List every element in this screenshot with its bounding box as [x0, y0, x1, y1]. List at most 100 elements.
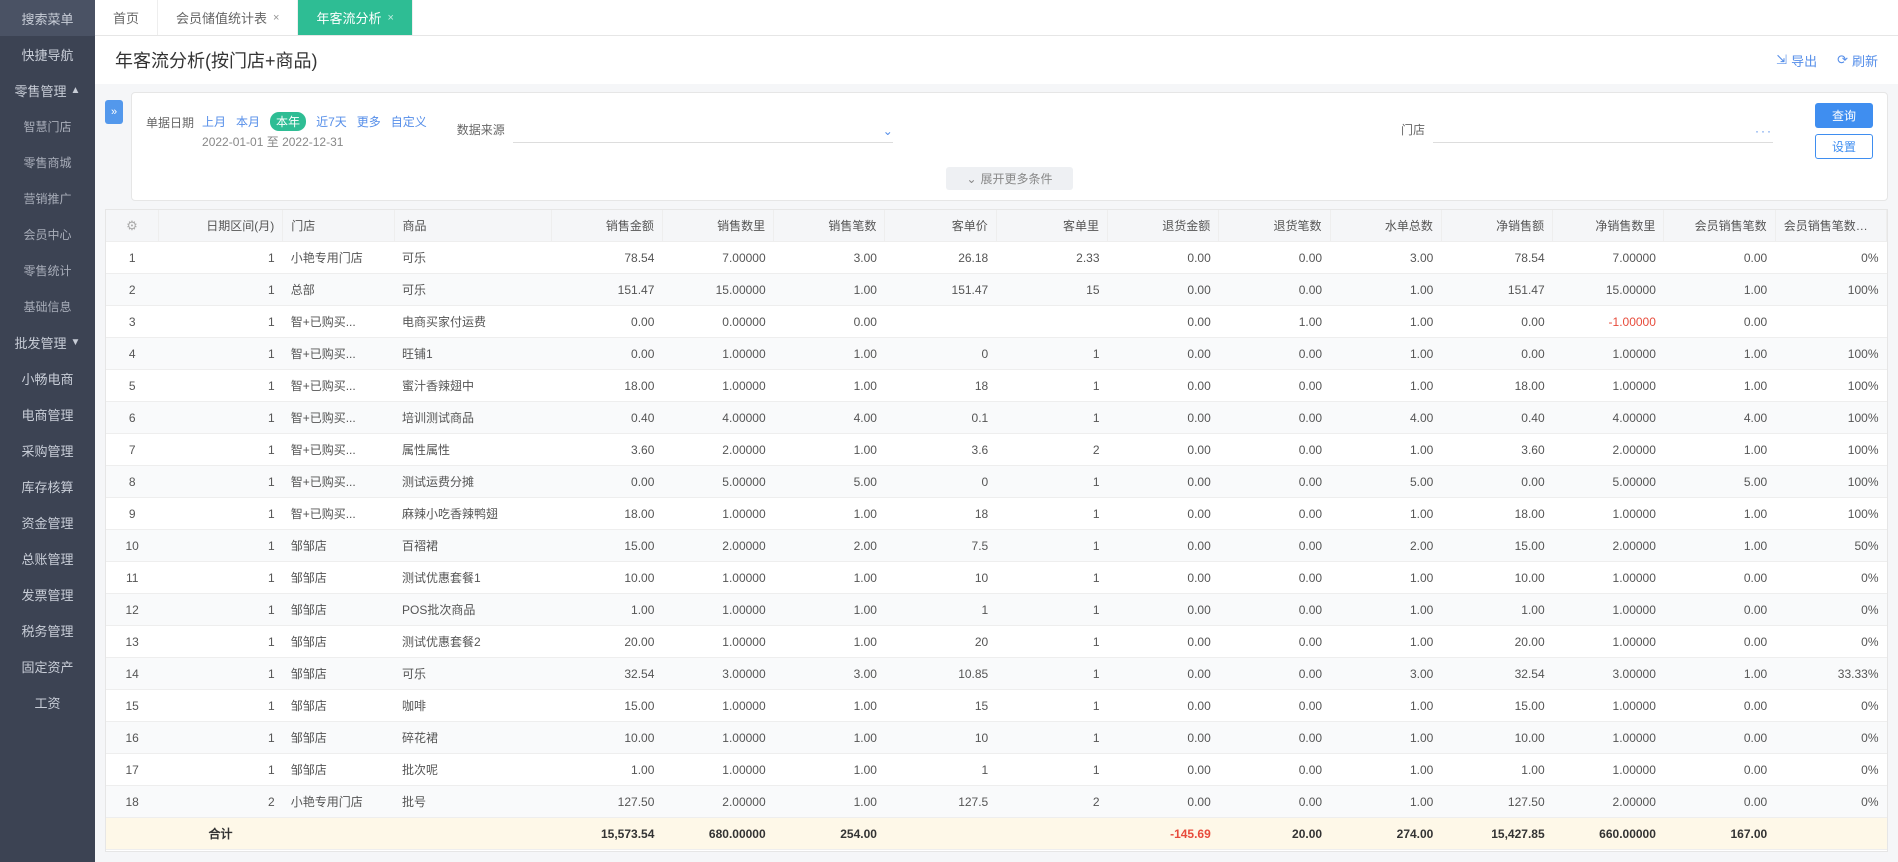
collapse-filter-button[interactable]: »: [105, 100, 123, 124]
sidebar-item-4[interactable]: 零售商城: [0, 144, 95, 180]
date-shortcut[interactable]: 自定义: [391, 113, 427, 130]
column-header[interactable]: 客单里: [996, 210, 1107, 242]
table-cell: 0.00: [1219, 402, 1330, 434]
export-icon: ⇲: [1776, 52, 1787, 68]
column-header[interactable]: 会员销售笔数占比: [1775, 210, 1886, 242]
date-shortcut[interactable]: 更多: [357, 113, 381, 130]
table-cell: 78.54: [551, 242, 662, 274]
table-row[interactable]: 141邹邹店可乐32.543.000003.0010.8510.000.003.…: [106, 658, 1887, 690]
sidebar-item-18[interactable]: 固定资产: [0, 648, 95, 684]
table-row[interactable]: 21总部可乐151.4715.000001.00151.47150.000.00…: [106, 274, 1887, 306]
sidebar-item-9[interactable]: 批发管理▼: [0, 324, 95, 360]
date-shortcut[interactable]: 上月: [202, 113, 226, 130]
column-header[interactable]: 水单总数: [1330, 210, 1441, 242]
sidebar-item-16[interactable]: 发票管理: [0, 576, 95, 612]
column-header[interactable]: 日期区间(月): [158, 210, 282, 242]
expand-more-button[interactable]: ⌄ 展开更多条件: [946, 167, 1072, 190]
sidebar-item-1[interactable]: 快捷导航: [0, 36, 95, 72]
table-row[interactable]: 91智+已购买...麻辣小吃香辣鸭翅18.001.000001.001810.0…: [106, 498, 1887, 530]
tab-2[interactable]: 年客流分析×: [298, 0, 412, 35]
sidebar-item-19[interactable]: 工资: [0, 684, 95, 720]
table-cell: 0.00: [1664, 754, 1775, 786]
column-header[interactable]: 销售数里: [662, 210, 773, 242]
date-shortcut[interactable]: 本年: [270, 112, 306, 131]
column-header[interactable]: 退货金额: [1108, 210, 1219, 242]
table-cell: 智+已购买...: [283, 338, 394, 370]
table-cell: 1: [885, 594, 996, 626]
table-row[interactable]: 151邹邹店咖啡15.001.000001.001510.000.001.001…: [106, 690, 1887, 722]
table-row[interactable]: 101邹邹店百褶裙15.002.000002.007.510.000.002.0…: [106, 530, 1887, 562]
export-button[interactable]: ⇲ 导出: [1776, 51, 1817, 70]
column-header[interactable]: 销售笔数: [774, 210, 885, 242]
table-row[interactable]: 182小艳专用门店批号127.502.000001.00127.520.000.…: [106, 786, 1887, 818]
table-cell: 1.00000: [662, 594, 773, 626]
refresh-button[interactable]: ⟳ 刷新: [1837, 51, 1878, 70]
sidebar-item-17[interactable]: 税务管理: [0, 612, 95, 648]
source-filter-label: 数据来源: [457, 119, 505, 138]
tab-1[interactable]: 会员储值统计表×: [158, 0, 298, 35]
sidebar-item-13[interactable]: 库存核算: [0, 468, 95, 504]
sidebar-item-5[interactable]: 营销推广: [0, 180, 95, 216]
sidebar-item-11[interactable]: 电商管理: [0, 396, 95, 432]
column-header[interactable]: 销售金额: [551, 210, 662, 242]
date-shortcut[interactable]: 近7天: [316, 113, 347, 130]
table-cell: 1.00: [774, 338, 885, 370]
sidebar-item-12[interactable]: 采购管理: [0, 432, 95, 468]
table-row[interactable]: 171邹邹店批次呢1.001.000001.00110.000.001.001.…: [106, 754, 1887, 786]
table-row[interactable]: 71智+已购买...属性属性3.602.000001.003.620.000.0…: [106, 434, 1887, 466]
table-row[interactable]: 111邹邹店测试优惠套餐110.001.000001.001010.000.00…: [106, 562, 1887, 594]
table-cell: 1: [158, 370, 282, 402]
table-cell: 咖啡: [394, 690, 551, 722]
sidebar-item-label: 资金管理: [21, 513, 73, 532]
source-select[interactable]: ⌄: [513, 119, 893, 143]
close-icon[interactable]: ×: [273, 12, 279, 24]
tab-0[interactable]: 首页: [95, 0, 158, 35]
sidebar-item-10[interactable]: 小畅电商: [0, 360, 95, 396]
table-cell: 1: [106, 242, 158, 274]
sidebar-item-6[interactable]: 会员中心: [0, 216, 95, 252]
sidebar-item-15[interactable]: 总账管理: [0, 540, 95, 576]
column-header[interactable]: 净销售额: [1441, 210, 1552, 242]
column-header[interactable]: ⚙: [106, 210, 158, 242]
table-cell: 7.00000: [662, 242, 773, 274]
table-row[interactable]: 161邹邹店碎花裙10.001.000001.001010.000.001.00…: [106, 722, 1887, 754]
sidebar-item-14[interactable]: 资金管理: [0, 504, 95, 540]
store-select[interactable]: ···: [1433, 119, 1773, 143]
gear-icon[interactable]: ⚙: [126, 218, 138, 233]
table-row[interactable]: 51智+已购买...蜜汁香辣翅中18.001.000001.001810.000…: [106, 370, 1887, 402]
sidebar-item-3[interactable]: 智慧门店: [0, 108, 95, 144]
table-row[interactable]: 11小艳专用门店可乐78.547.000003.0026.182.330.000…: [106, 242, 1887, 274]
column-header[interactable]: 会员销售笔数: [1664, 210, 1775, 242]
table-row[interactable]: 61智+已购买...培训测试商品0.404.000004.000.110.000…: [106, 402, 1887, 434]
table-cell: 3.60: [1441, 434, 1552, 466]
column-header[interactable]: 退货笔数: [1219, 210, 1330, 242]
column-header[interactable]: 净销售数里: [1553, 210, 1664, 242]
column-header[interactable]: 客单价: [885, 210, 996, 242]
column-header[interactable]: 门店: [283, 210, 394, 242]
table-row[interactable]: 81智+已购买...测试运费分摊0.005.000005.00010.000.0…: [106, 466, 1887, 498]
table-row[interactable]: 121邹邹店POS批次商品1.001.000001.00110.000.001.…: [106, 594, 1887, 626]
close-icon[interactable]: ×: [387, 12, 393, 24]
table-row[interactable]: 131邹邹店测试优惠套餐220.001.000001.002010.000.00…: [106, 626, 1887, 658]
table-row[interactable]: 41智+已购买...旺铺10.001.000001.00010.000.001.…: [106, 338, 1887, 370]
footer-cell: 15,427.85: [1441, 818, 1552, 850]
table-row[interactable]: 31智+已购买...电商买家付运费0.000.000000.000.001.00…: [106, 306, 1887, 338]
table-cell: 4.00: [1330, 402, 1441, 434]
query-button[interactable]: 查询: [1815, 103, 1873, 128]
table-cell: 4.00: [1664, 402, 1775, 434]
table-cell: 0.00: [1108, 498, 1219, 530]
table-cell: 1: [996, 498, 1107, 530]
table-cell: 1.00: [1664, 658, 1775, 690]
table-cell: 26.18: [885, 242, 996, 274]
date-shortcut[interactable]: 本月: [236, 113, 260, 130]
column-header[interactable]: 商品: [394, 210, 551, 242]
table-cell: 1.00: [1330, 786, 1441, 818]
sidebar-item-0[interactable]: 搜索菜单: [0, 0, 95, 36]
sidebar-item-7[interactable]: 零售统计: [0, 252, 95, 288]
table-cell: 15: [885, 690, 996, 722]
table-cell: 1.00: [1330, 626, 1441, 658]
sidebar-item-8[interactable]: 基础信息: [0, 288, 95, 324]
table-cell: 0.00: [1441, 466, 1552, 498]
settings-button[interactable]: 设置: [1815, 134, 1873, 159]
sidebar-item-2[interactable]: 零售管理▲: [0, 72, 95, 108]
